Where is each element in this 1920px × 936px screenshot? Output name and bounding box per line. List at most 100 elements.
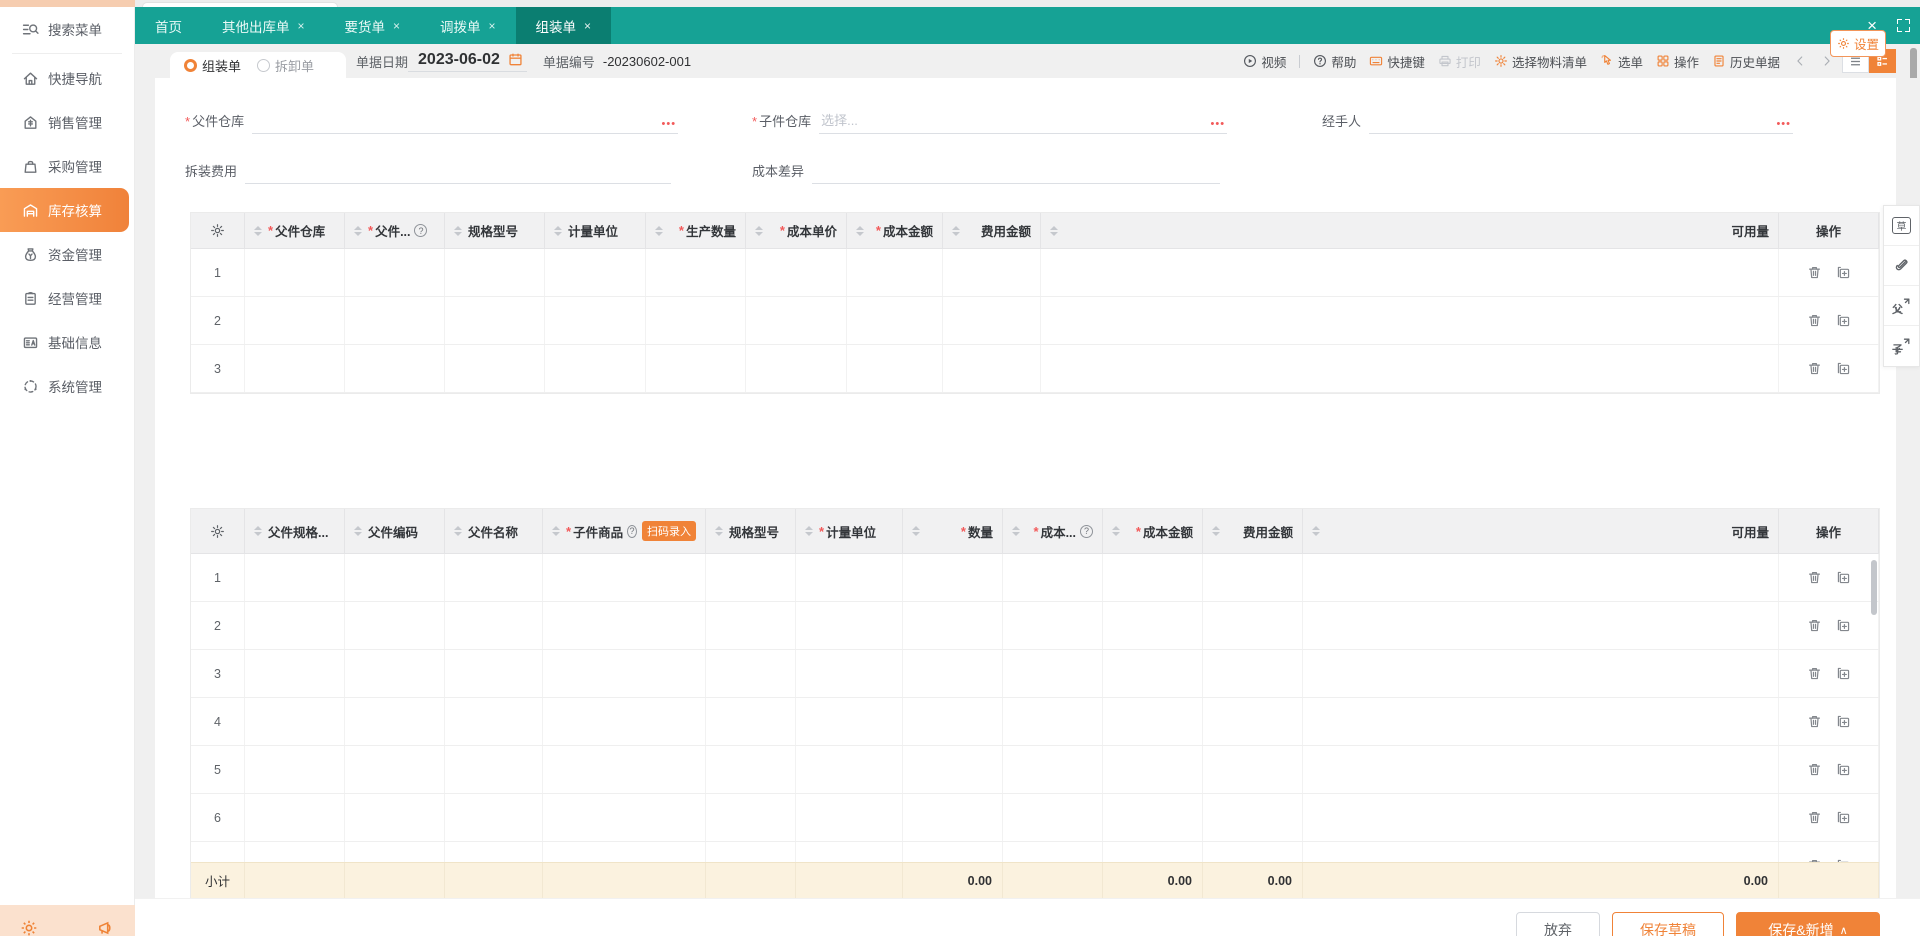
sidebar-item-quick-nav[interactable]: 快捷导航	[0, 56, 134, 100]
cell-spec-model[interactable]	[706, 554, 796, 601]
sort-caret[interactable]	[554, 225, 562, 236]
cell-available-qty[interactable]	[1689, 345, 1779, 392]
sidebar-item-base-info[interactable]: 基础信息	[0, 320, 134, 364]
cell-available-qty[interactable]	[1689, 650, 1779, 697]
copy-row-icon[interactable]	[1836, 858, 1851, 862]
cell-parent-spec[interactable]	[245, 602, 345, 649]
cell-parent-name[interactable]	[445, 794, 543, 841]
sidebar-item-funds-mgmt[interactable]: 资金管理	[0, 232, 134, 276]
child-warehouse-input[interactable]: 选择... •••	[819, 108, 1228, 134]
delete-row-icon[interactable]	[1807, 570, 1822, 585]
cell-filler[interactable]	[1303, 746, 1689, 793]
delete-row-icon[interactable]	[1807, 361, 1822, 376]
sort-caret[interactable]	[454, 526, 462, 536]
cell-cost-amount[interactable]	[1103, 650, 1203, 697]
cell-qty[interactable]	[903, 794, 1003, 841]
cell-spec-model[interactable]	[706, 842, 796, 862]
tab-close-icon[interactable]: ×	[488, 18, 496, 33]
cell-spec-model[interactable]	[445, 297, 545, 344]
cell-qty[interactable]	[903, 554, 1003, 601]
cell-unit[interactable]	[796, 650, 903, 697]
sort-caret[interactable]	[1012, 526, 1020, 536]
copy-row-icon[interactable]	[1836, 714, 1851, 729]
cell-parent-code[interactable]	[345, 746, 445, 793]
cell-production-qty[interactable]	[646, 249, 746, 296]
cell-filler[interactable]	[1041, 345, 1689, 392]
column-settings-icon[interactable]	[210, 524, 225, 539]
cell-available-qty[interactable]	[1689, 746, 1779, 793]
delete-row-icon[interactable]	[1807, 618, 1822, 633]
cell-cost-price[interactable]	[1003, 650, 1103, 697]
cell-parent-name[interactable]	[445, 602, 543, 649]
handler-input[interactable]: •••	[1369, 108, 1794, 134]
cell-unit[interactable]	[796, 554, 903, 601]
cost-variance-input[interactable]	[812, 158, 1221, 184]
action-operations[interactable]: 操作	[1656, 52, 1699, 71]
cell-spec-model[interactable]	[706, 650, 796, 697]
sort-caret[interactable]	[952, 225, 960, 236]
cell-cost-amount[interactable]	[847, 297, 943, 344]
announcement-icon[interactable]	[97, 919, 115, 936]
cell-parent-warehouse[interactable]	[245, 249, 345, 296]
sidebar-item-system-mgmt[interactable]: 系统管理	[0, 364, 134, 408]
cell-cost-amount[interactable]	[847, 249, 943, 296]
cell-available-qty[interactable]	[1689, 842, 1779, 862]
cell-spec-model[interactable]	[706, 602, 796, 649]
tab-request-order[interactable]: 要货单 ×	[325, 7, 421, 44]
cell-spec-model[interactable]	[445, 345, 545, 392]
cell-available-qty[interactable]	[1689, 297, 1779, 344]
cell-parent-code[interactable]	[345, 602, 445, 649]
cell-production-qty[interactable]	[646, 297, 746, 344]
cell-filler[interactable]	[1303, 698, 1689, 745]
cell-fee-amount[interactable]	[1203, 698, 1303, 745]
cell-fee-amount[interactable]	[943, 345, 1041, 392]
cell-fee-amount[interactable]	[1203, 794, 1303, 841]
delete-row-icon[interactable]	[1807, 265, 1822, 280]
cell-parent-spec[interactable]	[245, 554, 345, 601]
parent-expand-icon[interactable]: 父	[1884, 286, 1919, 326]
table-scrollbar-thumb[interactable]	[1871, 560, 1877, 615]
cell-cost-price[interactable]	[1003, 554, 1103, 601]
cell-unit[interactable]	[545, 249, 646, 296]
cell-available-qty[interactable]	[1689, 698, 1779, 745]
cell-cost-price[interactable]	[1003, 842, 1103, 862]
sort-caret[interactable]	[254, 225, 262, 236]
copy-row-icon[interactable]	[1836, 265, 1851, 280]
cell-parent-warehouse[interactable]	[245, 345, 345, 392]
parent-warehouse-input[interactable]: •••	[252, 108, 679, 134]
copy-row-icon[interactable]	[1836, 810, 1851, 825]
cell-parent-item[interactable]	[345, 249, 445, 296]
sort-caret[interactable]	[552, 526, 560, 536]
cell-parent-name[interactable]	[445, 746, 543, 793]
cell-spec-model[interactable]	[706, 794, 796, 841]
prev-page-button[interactable]	[1793, 54, 1807, 68]
cell-cost-amount[interactable]	[1103, 746, 1203, 793]
tab-assembly-order[interactable]: 组装单 ×	[515, 7, 612, 44]
doc-date-field[interactable]: 2023-06-02	[408, 51, 527, 72]
sort-caret[interactable]	[1112, 526, 1120, 536]
cell-fee-amount[interactable]	[1203, 602, 1303, 649]
attachment-icon[interactable]	[1884, 246, 1919, 286]
cell-parent-code[interactable]	[345, 554, 445, 601]
tab-close-icon[interactable]: ×	[297, 18, 305, 33]
next-page-button[interactable]	[1820, 54, 1834, 68]
cell-cost-amount[interactable]	[1103, 794, 1203, 841]
cell-unit[interactable]	[796, 698, 903, 745]
cell-qty[interactable]	[903, 602, 1003, 649]
cell-fee-amount[interactable]	[1203, 746, 1303, 793]
tab-transfer-order[interactable]: 调拨单 ×	[420, 7, 516, 44]
calendar-icon[interactable]	[508, 52, 523, 67]
cell-parent-name[interactable]	[445, 698, 543, 745]
copy-row-icon[interactable]	[1836, 361, 1851, 376]
delete-row-icon[interactable]	[1807, 666, 1822, 681]
delete-row-icon[interactable]	[1807, 313, 1822, 328]
action-video[interactable]: 视频	[1243, 52, 1286, 71]
doc-date-value[interactable]: 2023-06-02	[418, 50, 500, 68]
settings-gear-icon[interactable]	[20, 919, 38, 936]
save-and-new-button[interactable]: 保存&新增 ∧	[1736, 912, 1880, 936]
cell-qty[interactable]	[903, 650, 1003, 697]
cell-parent-name[interactable]	[445, 650, 543, 697]
column-settings-icon[interactable]	[210, 223, 225, 238]
sort-caret[interactable]	[1050, 225, 1058, 236]
radio-disassembly[interactable]: 拆卸单	[257, 56, 314, 75]
